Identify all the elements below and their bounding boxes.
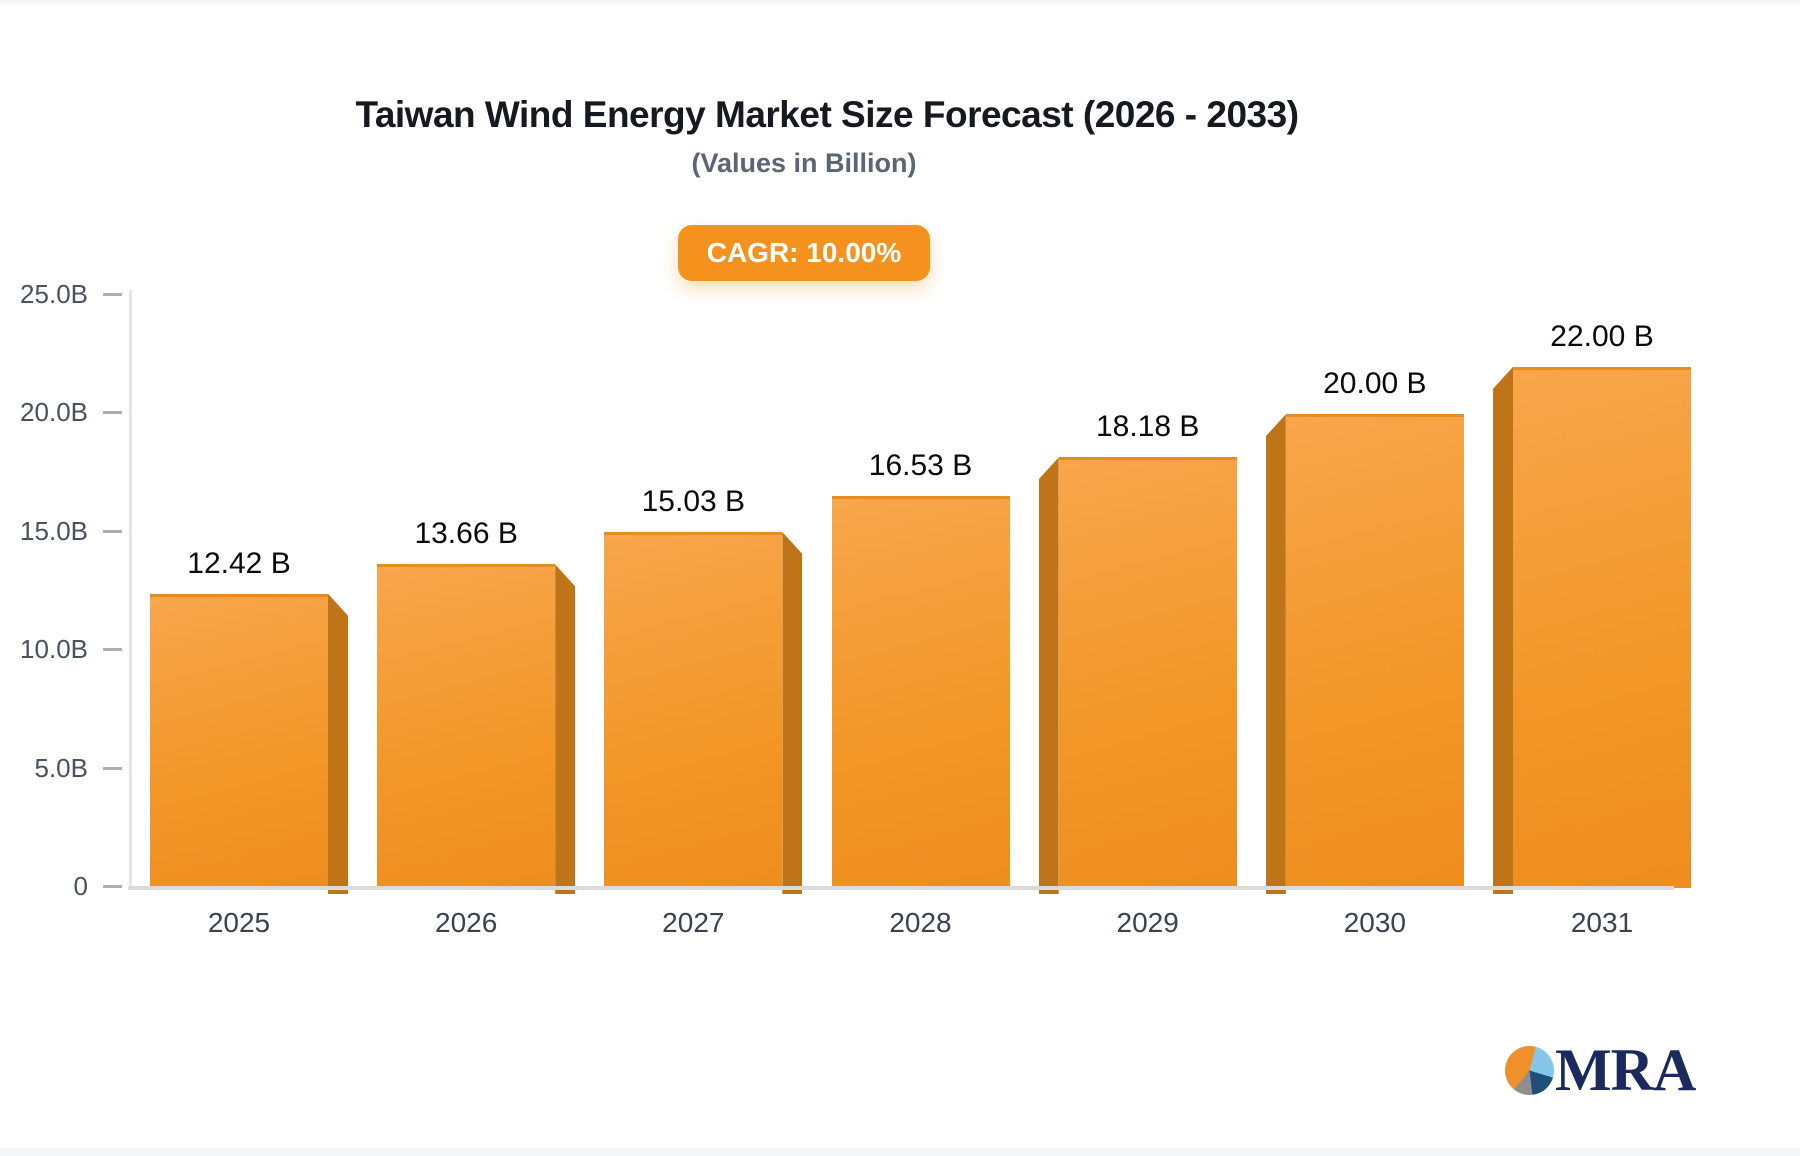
y-axis-tick-label: 15.0B [20, 515, 88, 546]
y-axis-line [129, 290, 132, 888]
y-axis-tick [103, 885, 122, 888]
y-axis-tick [103, 292, 122, 296]
bar-value-label: 13.66 B [414, 517, 518, 551]
x-axis-label: 2026 [435, 907, 498, 938]
bar-value-label: 15.03 B [641, 484, 746, 518]
y-axis-tick [103, 648, 122, 652]
y-axis-tick-label: 5.0B [34, 752, 89, 783]
x-axis-label: 2028 [889, 907, 952, 938]
bar-side-face [1493, 366, 1514, 894]
y-axis-tick [103, 766, 122, 770]
cagr-badge: CAGR: 10.00% [678, 225, 930, 281]
y-axis-tick [103, 529, 122, 533]
bar-value-label: 20.00 B [1323, 367, 1427, 401]
x-axis-label: 2025 [207, 907, 271, 938]
top-edge-divider [0, 0, 1800, 5]
mra-logo: MRA [1505, 1037, 1705, 1104]
bottom-edge-divider [0, 1148, 1800, 1156]
y-axis-tick [103, 411, 122, 415]
y-axis-tick-label: 25.0B [20, 278, 88, 309]
x-axis-label: 2031 [1570, 907, 1634, 938]
x-axis-line [128, 886, 1674, 890]
bar-2028[interactable] [831, 496, 1010, 888]
bar-side-face [328, 593, 348, 894]
y-axis-tick-label: 0 [73, 871, 88, 901]
x-axis-label: 2030 [1343, 907, 1406, 938]
bar-value-label: 16.53 B [868, 449, 973, 483]
bar-value-label: 12.42 B [187, 546, 291, 580]
bar-value-label: 18.18 B [1095, 410, 1200, 444]
bar-2026[interactable] [377, 564, 556, 888]
mra-logo-pie-icon [1505, 1046, 1554, 1095]
y-axis-tick-label: 20.0B [20, 397, 88, 428]
bar-2031[interactable] [1513, 366, 1692, 888]
mra-logo-text: MRA [1555, 1037, 1696, 1103]
x-axis-label: 2027 [662, 907, 725, 938]
y-axis-tick-label: 10.0B [20, 634, 88, 665]
bar-side-face [1265, 414, 1286, 894]
bar-side-face [555, 564, 576, 894]
bar-2027[interactable] [604, 531, 783, 888]
bar-2030[interactable] [1285, 414, 1464, 888]
x-axis-label: 2029 [1116, 907, 1179, 938]
bar-2029[interactable] [1058, 457, 1237, 888]
chart-title: Taiwan Wind Energy Market Size Forecast … [355, 94, 1299, 135]
bar-2025[interactable] [150, 593, 328, 888]
bar-side-face [782, 531, 803, 894]
bar-side-face [1038, 457, 1059, 894]
bar-value-label: 22.00 B [1550, 319, 1654, 353]
chart-subtitle: (Values in Billion) [691, 148, 917, 178]
